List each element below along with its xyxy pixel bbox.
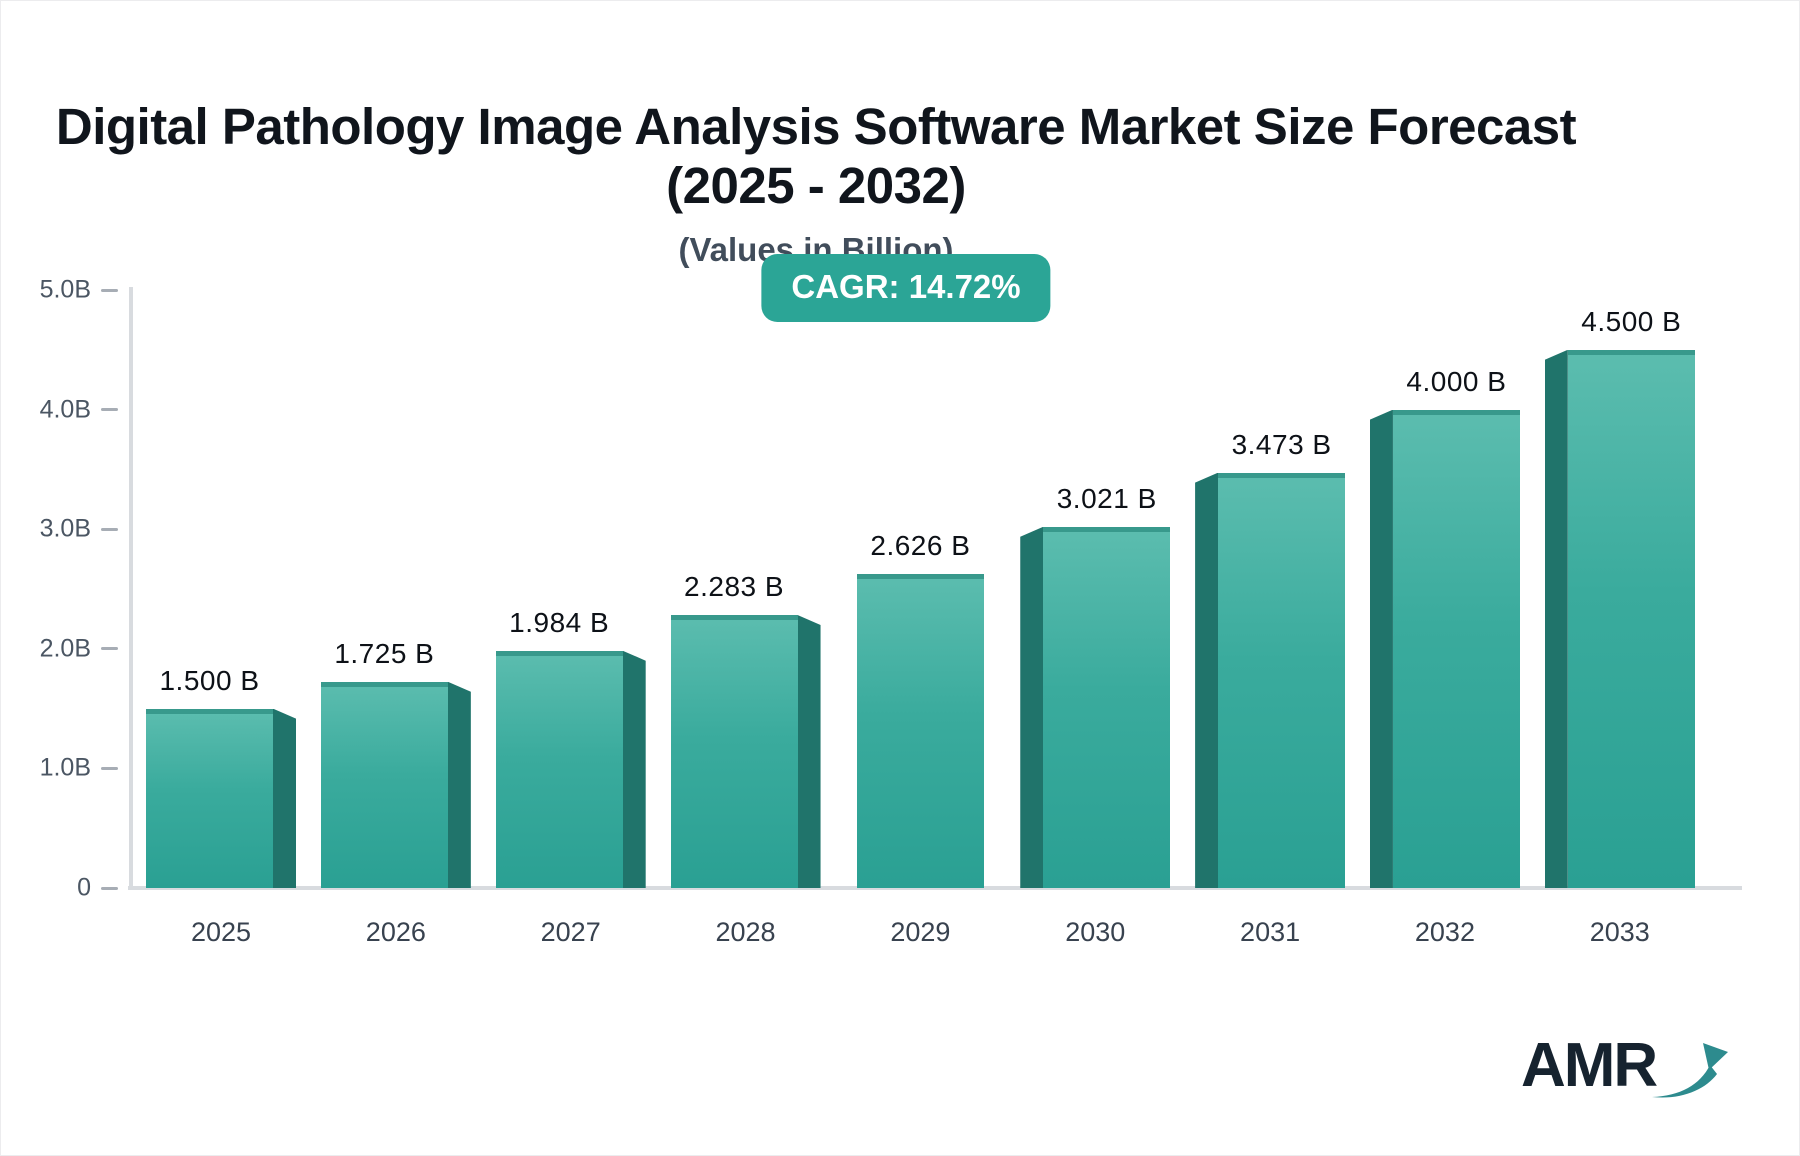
bar-top-edge bbox=[670, 614, 798, 620]
bar-top-edge bbox=[1043, 526, 1171, 532]
y-axis-tick bbox=[101, 647, 118, 651]
amr-logo-text: AMR bbox=[1521, 1031, 1658, 1100]
x-axis-label-2029: 2029 bbox=[890, 917, 951, 947]
x-axis-label-2027: 2027 bbox=[540, 917, 601, 947]
y-axis-tick-label: 5.0B bbox=[39, 275, 91, 304]
y-axis-tick-label: 2.0B bbox=[39, 634, 91, 663]
bar-value-label-2025: 1.500 B bbox=[159, 664, 260, 696]
bar-side-face-2028 bbox=[797, 614, 821, 888]
cagr-badge: CAGR: 14.72% bbox=[761, 254, 1051, 322]
bar-value-label-2030: 3.021 B bbox=[1056, 482, 1157, 514]
amr-logo: AMR bbox=[1521, 1035, 1732, 1103]
bar-top-edge bbox=[856, 573, 984, 579]
y-axis-tick-label: 4.0B bbox=[39, 395, 91, 424]
x-axis-label-2033: 2033 bbox=[1589, 917, 1650, 947]
bar-value-label-2026: 1.725 B bbox=[334, 637, 435, 669]
bar-value-label-2033: 4.500 B bbox=[1581, 305, 1682, 337]
bar-2031 bbox=[1218, 472, 1346, 888]
bar-2028 bbox=[670, 614, 798, 888]
bar-side-face-2031 bbox=[1195, 472, 1219, 888]
y-axis-tick bbox=[101, 886, 118, 890]
x-axis-label-2025: 2025 bbox=[190, 917, 252, 947]
bar-value-label-2029: 2.626 B bbox=[870, 529, 971, 561]
bar-side-face-2033 bbox=[1544, 349, 1568, 888]
bar-2030 bbox=[1043, 526, 1171, 888]
x-axis-label-2031: 2031 bbox=[1240, 917, 1301, 947]
y-axis-tick-label: 0 bbox=[77, 873, 91, 902]
bar-top-edge bbox=[320, 681, 448, 687]
bar-2033 bbox=[1567, 349, 1695, 888]
bar-2029 bbox=[856, 573, 984, 888]
bar-value-label-2028: 2.283 B bbox=[684, 570, 785, 602]
y-axis-tick bbox=[101, 527, 118, 531]
bar-top-edge bbox=[495, 650, 623, 656]
chart-header: Digital Pathology Image Analysis Softwar… bbox=[1, 97, 1631, 269]
bar-top-edge bbox=[1218, 472, 1346, 478]
growth-arrow-icon bbox=[1652, 1043, 1729, 1098]
bar-value-label-2027: 1.984 B bbox=[509, 606, 610, 638]
bar-side-face-2027 bbox=[622, 650, 646, 888]
bar-side-face-2032 bbox=[1369, 409, 1393, 888]
x-axis-label-2028: 2028 bbox=[715, 917, 776, 947]
x-axis-label-2032: 2032 bbox=[1414, 917, 1475, 947]
x-axis-line bbox=[128, 886, 1742, 890]
bar-value-label-2031: 3.473 B bbox=[1231, 428, 1332, 460]
y-axis-line bbox=[129, 287, 133, 890]
bar-2026 bbox=[320, 681, 448, 888]
bar-side-face-2025 bbox=[273, 708, 296, 888]
bar-2025 bbox=[146, 708, 273, 888]
y-axis-tick bbox=[101, 408, 118, 412]
bar-top-edge bbox=[146, 708, 273, 714]
bar-2027 bbox=[495, 650, 623, 888]
y-axis-tick-label: 3.0B bbox=[39, 514, 91, 543]
bar-top-edge bbox=[1392, 409, 1520, 415]
y-axis-tick bbox=[101, 288, 118, 292]
x-axis-label-2030: 2030 bbox=[1065, 917, 1126, 947]
y-axis-tick bbox=[101, 766, 118, 770]
bar-side-face-2030 bbox=[1020, 526, 1044, 888]
bar-value-label-2032: 4.000 B bbox=[1406, 365, 1507, 397]
bar-top-edge bbox=[1567, 349, 1695, 355]
bar-2032 bbox=[1392, 409, 1520, 888]
x-axis-label-2026: 2026 bbox=[365, 917, 426, 947]
bar-side-face-2026 bbox=[447, 681, 471, 888]
y-axis-tick-label: 1.0B bbox=[39, 753, 91, 782]
page-title: Digital Pathology Image Analysis Softwar… bbox=[55, 98, 1577, 214]
